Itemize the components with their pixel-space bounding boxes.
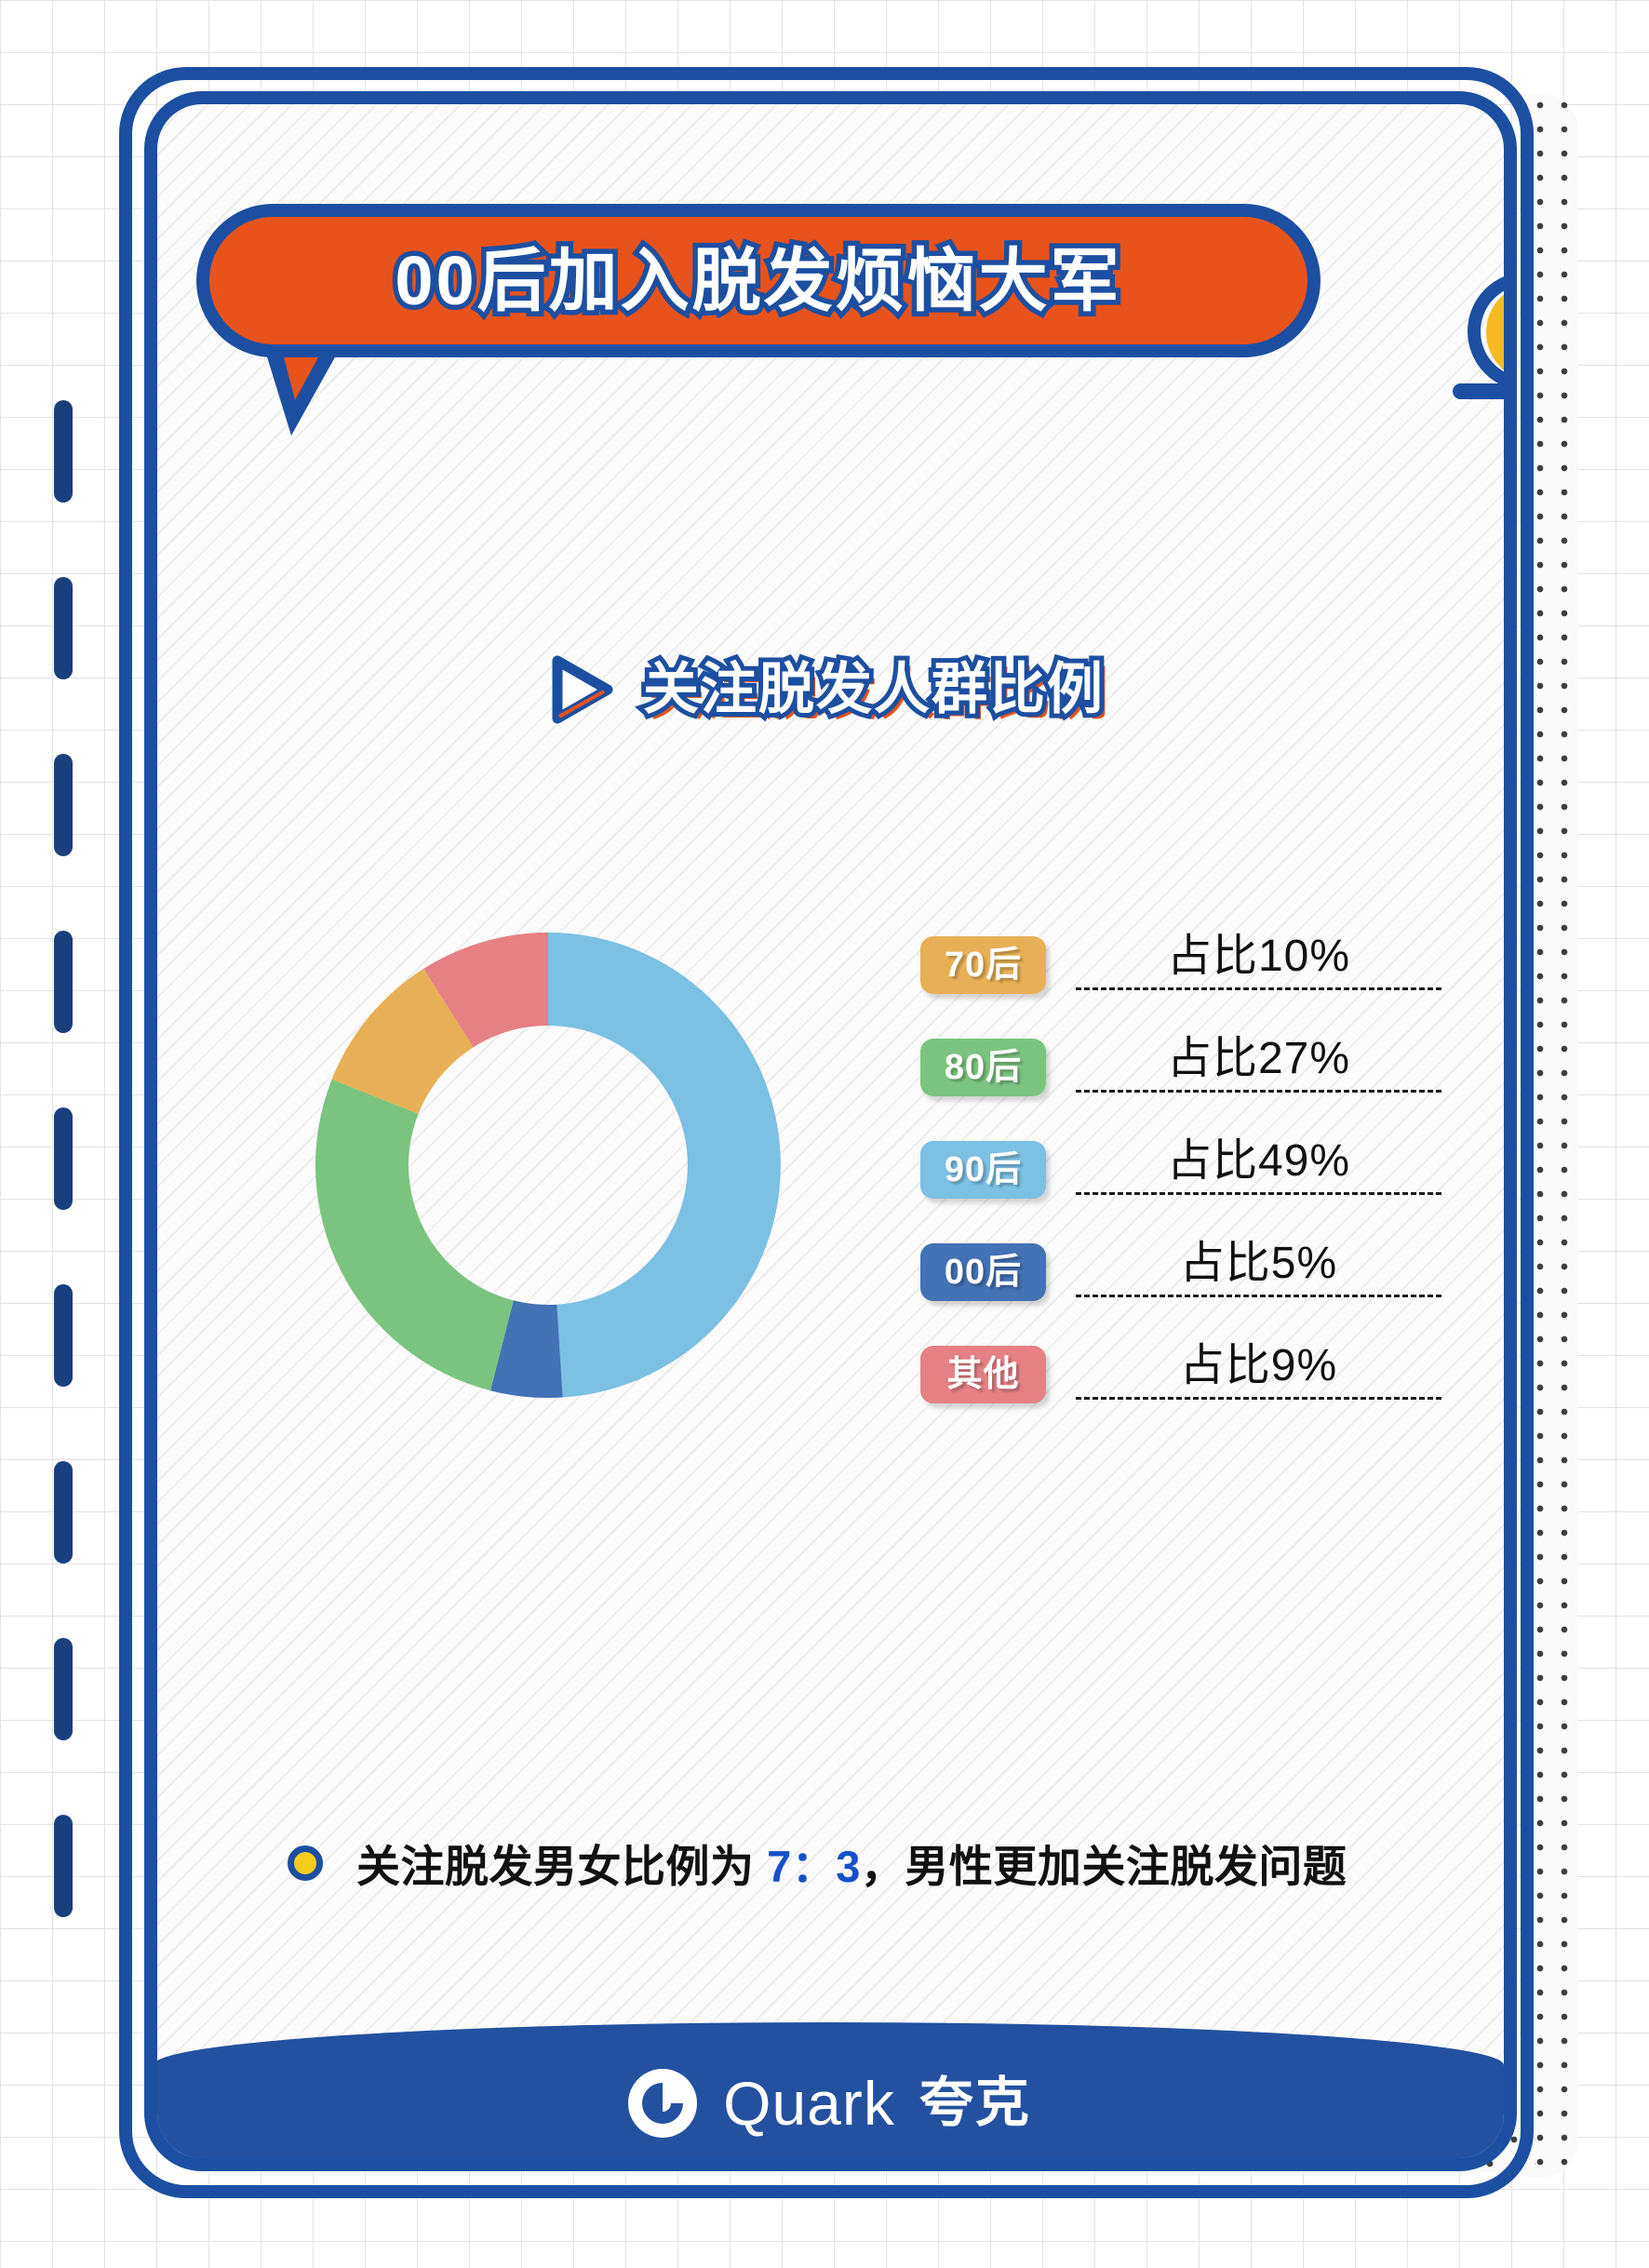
dash-mark [54,1638,73,1740]
donut-slice-other [423,933,548,1048]
legend-row: 70后 占比10% [920,932,1441,1035]
summary-note: 关注脱发男女比例为 7：3，男性更加关注脱发问题 [288,1831,1423,1895]
dash-mark [54,1107,73,1210]
dash-mark [54,1461,73,1563]
legend-value-cell: 占比5% [1076,1239,1441,1297]
outer-frame [119,67,1534,2198]
page-title: 00后加入脱发烦恼大军 [390,241,1124,320]
bullet-dot-icon [288,1845,323,1881]
legend-chip-label: 70后 [944,946,1023,985]
donut-slice-70hou [331,968,474,1114]
legend-chip-80hou: 80后 [920,1039,1046,1096]
dash-mark [54,1815,73,1917]
note-prefix: 关注脱发男女比例为 [356,1842,768,1891]
legend-row: 80后 占比27% [920,1034,1441,1137]
badge-base-bar [1453,383,1504,399]
play-triangle-icon [548,653,615,726]
legend-row: 00后 占比5% [920,1239,1441,1342]
page-number-badge: 2 [1453,272,1504,399]
legend-value-cell: 占比9% [1076,1341,1441,1400]
section-heading-text: 关注脱发人群比例 [638,657,1107,722]
dash-mark [54,1284,73,1387]
legend-value-text: 占比27% [1166,1034,1351,1083]
page-title-banner: 00后加入脱发烦恼大军 [196,204,1321,357]
dotted-band-right [1528,93,1578,2178]
legend-value-text: 占比10% [1166,932,1351,981]
legend-value-text: 占比5% [1179,1239,1338,1288]
legend-chip-other: 其他 [920,1346,1046,1403]
legend-value-cell: 占比49% [1076,1136,1441,1195]
legend-chip-label: 其他 [946,1355,1020,1394]
donut-chart [306,923,790,1407]
note-suffix: ，男性更加关注脱发问题 [860,1842,1347,1891]
dash-mark [54,931,73,1033]
dash-mark [54,400,73,503]
section-heading: 关注脱发人群比例 关注脱发人群比例 [548,653,1108,726]
content-card: 00后加入脱发烦恼大军 2 关注脱发人群比例 关注脱发人群比例 [144,91,1517,2171]
legend-chip-label: 80后 [944,1048,1023,1087]
left-dashed-rail [54,400,73,1917]
donut-slice-80hou [315,1079,514,1391]
summary-note-text: 关注脱发男女比例为 7：3，男性更加关注脱发问题 [356,1831,1347,1895]
dash-mark [54,577,73,679]
brand-name-cn: 夸克 [918,2073,1031,2133]
legend: 70后 占比10% 80后 占比27% 90后 占比49% 00后 [920,932,1441,1444]
legend-row: 90后 占比49% [920,1136,1441,1240]
legend-value-text: 占比49% [1166,1136,1351,1186]
legend-chip-90hou: 90后 [920,1141,1046,1199]
legend-value-cell: 占比27% [1076,1034,1441,1093]
legend-chip-70hou: 70后 [920,936,1046,994]
legend-value-cell: 占比10% [1076,932,1441,990]
legend-chip-label: 90后 [944,1150,1023,1189]
legend-row: 其他 占比9% [920,1341,1441,1444]
donut-slice-90hou [548,933,781,1398]
donut-slice-00hou [490,1300,563,1398]
quark-circle-logo [626,2067,699,2140]
legend-value-text: 占比9% [1179,1341,1338,1390]
legend-chip-label: 00后 [944,1253,1023,1292]
footer-brand-bar: Quark 夸克 [157,2022,1504,2158]
page-number: 2 [1468,272,1504,391]
note-ratio: 7：3 [767,1842,861,1891]
legend-chip-00hou: 00后 [920,1243,1046,1301]
dash-mark [54,754,73,856]
donut-chart-svg [315,933,781,1398]
brand-name-en: Quark [723,2069,895,2138]
